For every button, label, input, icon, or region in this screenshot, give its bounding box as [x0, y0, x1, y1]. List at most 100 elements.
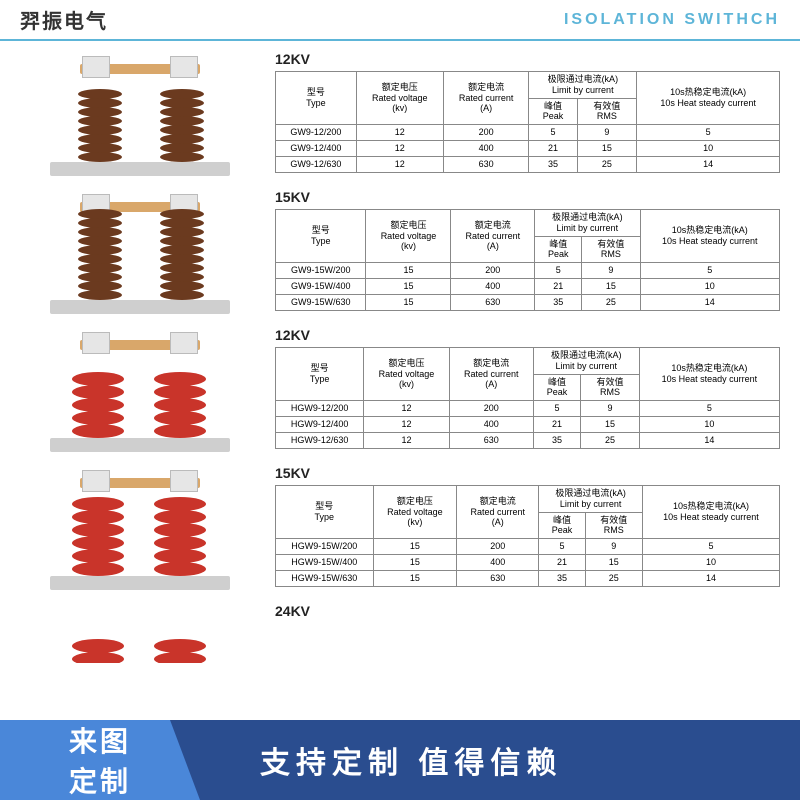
- insulator-disc: [160, 290, 204, 300]
- footer-bar: 来图 定制 支持定制 值得信赖: [0, 720, 800, 800]
- footer-left-line2: 定制: [69, 760, 131, 800]
- clamp-left: [82, 470, 110, 492]
- cell-rms: 15: [585, 554, 642, 570]
- footer-left-line1: 来图: [69, 720, 131, 760]
- insulator-disc: [72, 497, 124, 511]
- insulator-disc: [154, 385, 206, 399]
- th-heat: 10s热稳定电流(kA)10s Heat steady current: [640, 210, 780, 263]
- cell-heat: 5: [637, 125, 780, 141]
- th-limit: 极限通过电流(kA)Limit by current: [535, 210, 640, 237]
- th-heat: 10s热稳定电流(kA)10s Heat steady current: [639, 348, 779, 401]
- cell-heat: 14: [640, 294, 780, 310]
- header-row-1: 型号Type 额定电压Rated voltage(kv) 额定电流Rated c…: [276, 72, 780, 99]
- th-kv: 额定电压Rated voltage(kv): [373, 486, 457, 539]
- th-peak: 峰值Peak: [539, 512, 585, 539]
- cell-a: 400: [451, 278, 535, 294]
- stack-left: [78, 498, 122, 576]
- stack-right: [160, 373, 204, 438]
- cell-rms: 25: [577, 156, 637, 172]
- cell-peak: 5: [529, 125, 577, 141]
- cell-kv: 12: [356, 140, 443, 156]
- table-section: 12KV 型号Type 额定电压Rated voltage(kv) 额定电流Ra…: [275, 51, 780, 173]
- product-insulator: [40, 56, 240, 176]
- th-a: 额定电流Rated current(A): [457, 486, 539, 539]
- base-plate: [50, 576, 230, 590]
- th-rms: 有效值RMS: [577, 98, 637, 125]
- th-type: 型号Type: [276, 486, 374, 539]
- product-row: 12KV 型号Type 额定电压Rated voltage(kv) 额定电流Ra…: [20, 51, 780, 181]
- cell-type: GW9-12/630: [276, 156, 357, 172]
- insulator-disc: [78, 290, 122, 300]
- insulator-disc: [154, 411, 206, 425]
- insulator-disc: [72, 652, 124, 663]
- clamp-right: [170, 332, 198, 354]
- insulator-disc: [160, 152, 204, 162]
- table-row: HGW9-15W/200 15 200 5 9 5: [276, 539, 780, 555]
- insulator-disc: [72, 536, 124, 550]
- cell-kv: 12: [356, 125, 443, 141]
- th-a: 额定电流Rated current(A): [449, 348, 533, 401]
- cell-peak: 21: [535, 278, 582, 294]
- cell-kv: 15: [366, 278, 451, 294]
- insulator-disc: [72, 549, 124, 563]
- table-row: HGW9-15W/400 15 400 21 15 10: [276, 554, 780, 570]
- th-heat: 10s热稳定电流(kA)10s Heat steady current: [642, 486, 779, 539]
- th-limit: 极限通过电流(kA)Limit by current: [533, 348, 639, 375]
- cell-kv: 12: [364, 416, 450, 432]
- cell-a: 630: [443, 156, 529, 172]
- cell-heat: 5: [642, 539, 779, 555]
- cell-heat: 14: [642, 570, 779, 586]
- cell-peak: 35: [535, 294, 582, 310]
- base-plate: [50, 300, 230, 314]
- th-limit: 极限通过电流(kA)Limit by current: [529, 72, 637, 99]
- stack-right: [160, 498, 204, 576]
- table-row: GW9-15W/630 15 630 35 25 14: [276, 294, 780, 310]
- product-row: 15KV 型号Type 额定电压Rated voltage(kv) 额定电流Ra…: [20, 189, 780, 319]
- clamp-left: [82, 332, 110, 354]
- product-image: [20, 327, 260, 457]
- cell-rms: 9: [581, 401, 640, 417]
- cell-peak: 35: [539, 570, 585, 586]
- cell-type: HGW9-15W/200: [276, 539, 374, 555]
- cell-heat: 5: [640, 263, 780, 279]
- product-row: 12KV 型号Type 额定电压Rated voltage(kv) 额定电流Ra…: [20, 327, 780, 457]
- cell-heat: 5: [639, 401, 779, 417]
- cell-rms: 15: [582, 278, 640, 294]
- header-row-1: 型号Type 额定电压Rated voltage(kv) 额定电流Rated c…: [276, 486, 780, 513]
- logo-text: 羿振电气: [20, 5, 108, 34]
- insulator-disc: [72, 385, 124, 399]
- table-section: 15KV 型号Type 额定电压Rated voltage(kv) 额定电流Ra…: [275, 465, 780, 587]
- cell-rms: 15: [581, 416, 640, 432]
- insulator-disc: [72, 372, 124, 386]
- cell-peak: 21: [533, 416, 580, 432]
- product-row: 15KV 型号Type 额定电压Rated voltage(kv) 额定电流Ra…: [20, 465, 780, 595]
- cell-peak: 5: [535, 263, 582, 279]
- cell-a: 400: [449, 416, 533, 432]
- spec-table: 型号Type 额定电压Rated voltage(kv) 额定电流Rated c…: [275, 485, 780, 587]
- table-section: 24KV: [275, 603, 780, 623]
- cell-peak: 35: [529, 156, 577, 172]
- product-insulator: [40, 603, 240, 663]
- stack-left: [78, 210, 122, 300]
- insulator-disc: [154, 652, 206, 663]
- th-type: 型号Type: [276, 210, 366, 263]
- cell-type: HGW9-12/630: [276, 432, 364, 448]
- clamp-left: [82, 56, 110, 78]
- cell-kv: 12: [364, 401, 450, 417]
- header-row-1: 型号Type 额定电压Rated voltage(kv) 额定电流Rated c…: [276, 210, 780, 237]
- cell-heat: 14: [639, 432, 779, 448]
- th-a: 额定电流Rated current(A): [443, 72, 529, 125]
- cell-kv: 12: [364, 432, 450, 448]
- table-row: GW9-15W/400 15 400 21 15 10: [276, 278, 780, 294]
- th-peak: 峰值Peak: [535, 236, 582, 263]
- insulator-disc: [154, 562, 206, 576]
- insulator-disc: [72, 562, 124, 576]
- th-type: 型号Type: [276, 348, 364, 401]
- cell-kv: 15: [373, 539, 457, 555]
- stack-left: [78, 640, 122, 663]
- page-title: ISOLATION SWITHCH: [564, 11, 780, 29]
- cell-rms: 9: [582, 263, 640, 279]
- table-row: HGW9-15W/630 15 630 35 25 14: [276, 570, 780, 586]
- cell-a: 400: [457, 554, 539, 570]
- cell-rms: 9: [577, 125, 637, 141]
